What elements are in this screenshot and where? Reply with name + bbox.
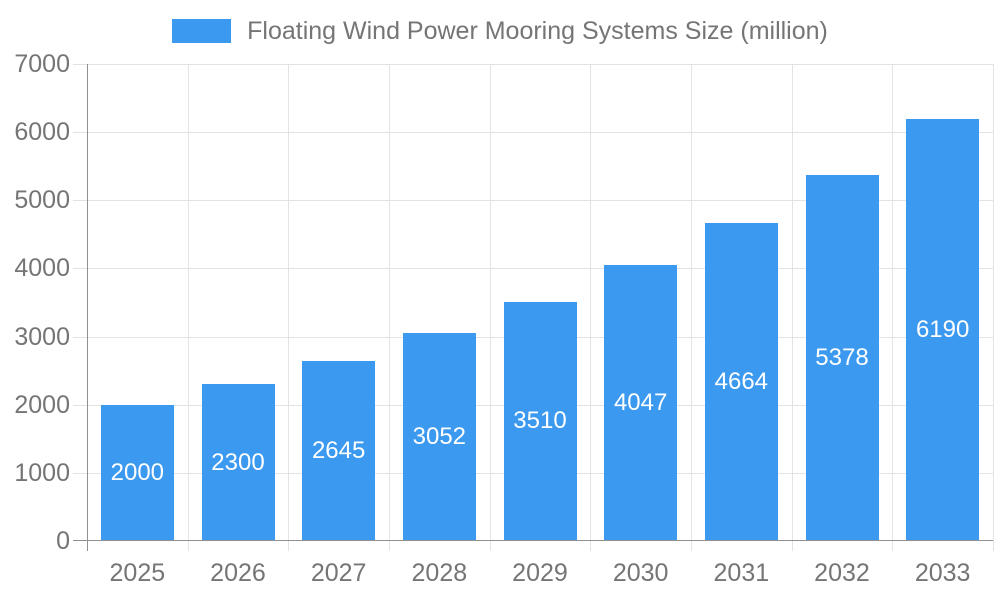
x-axis-tick-label: 2032 — [814, 559, 870, 587]
x-axis-line — [73, 540, 993, 541]
bar-2033[interactable]: 6190 — [906, 119, 980, 541]
y-axis-tick-label: 4000 — [14, 254, 70, 283]
x-axis-tick-label: 2025 — [109, 559, 166, 587]
y-gridline — [73, 200, 993, 202]
x-gridline — [892, 64, 894, 551]
bar-2029[interactable]: 3510 — [503, 301, 577, 541]
y-axis-tick-label: 3000 — [14, 322, 70, 351]
plot-area: 2000 2300 2645 3052 3510 4047 4664 5378 6190 — [73, 64, 994, 551]
y-gridline — [73, 268, 993, 270]
x-axis-tick-label: 2033 — [914, 559, 971, 587]
x-axis-tick-label: 2030 — [612, 559, 669, 587]
x-axis-tick-label: 2029 — [512, 559, 568, 587]
chart-legend[interactable]: Floating Wind Power Mooring Systems Size… — [0, 16, 1000, 45]
y-axis-tick-label: 6000 — [14, 118, 70, 147]
bar-value-label: 6190 — [915, 316, 970, 344]
x-axis-tick-label: 2027 — [310, 559, 367, 587]
y-axis-tick-label: 5000 — [14, 186, 70, 215]
bar-value-label: 2645 — [311, 436, 366, 464]
bar-2025[interactable]: 2000 — [100, 404, 174, 541]
y-axis-line — [87, 64, 88, 551]
x-axis-tick-label: 2026 — [210, 559, 266, 587]
bar-2026[interactable]: 2300 — [201, 384, 275, 541]
x-gridline — [389, 64, 390, 551]
x-gridline — [187, 64, 189, 551]
y-axis-tick-label: 1000 — [14, 458, 70, 487]
bar-value-label: 5378 — [815, 343, 869, 371]
x-gridline — [288, 64, 290, 551]
x-axis-tick-label: 2028 — [411, 559, 468, 587]
y-axis-tick-label: 7000 — [14, 50, 70, 78]
bar-value-label: 3052 — [412, 423, 467, 451]
legend-swatch-icon — [172, 19, 232, 43]
legend-label: Floating Wind Power Mooring Systems Size… — [247, 16, 828, 45]
bar-2032[interactable]: 5378 — [805, 174, 879, 541]
x-axis-tick-label: 2031 — [713, 559, 770, 587]
x-gridline — [791, 64, 793, 551]
bar-value-label: 4664 — [714, 368, 769, 396]
x-gridline — [993, 64, 994, 551]
x-gridline — [691, 64, 692, 551]
y-gridline — [73, 64, 993, 65]
y-axis-tick-label: 2000 — [14, 390, 70, 419]
bar-value-label: 3510 — [513, 407, 567, 435]
y-axis-tick-label: 0 — [56, 527, 70, 555]
bar-value-label: 2300 — [211, 448, 265, 476]
bar-value-label: 4047 — [613, 389, 668, 417]
bar-value-label: 2000 — [110, 458, 165, 486]
bar-2031[interactable]: 4664 — [704, 223, 778, 541]
y-gridline — [73, 132, 993, 134]
x-gridline — [590, 64, 592, 551]
bar-2028[interactable]: 3052 — [402, 333, 476, 541]
bar-2027[interactable]: 2645 — [302, 360, 376, 541]
x-gridline — [489, 64, 491, 551]
bar-2030[interactable]: 4047 — [604, 265, 678, 541]
